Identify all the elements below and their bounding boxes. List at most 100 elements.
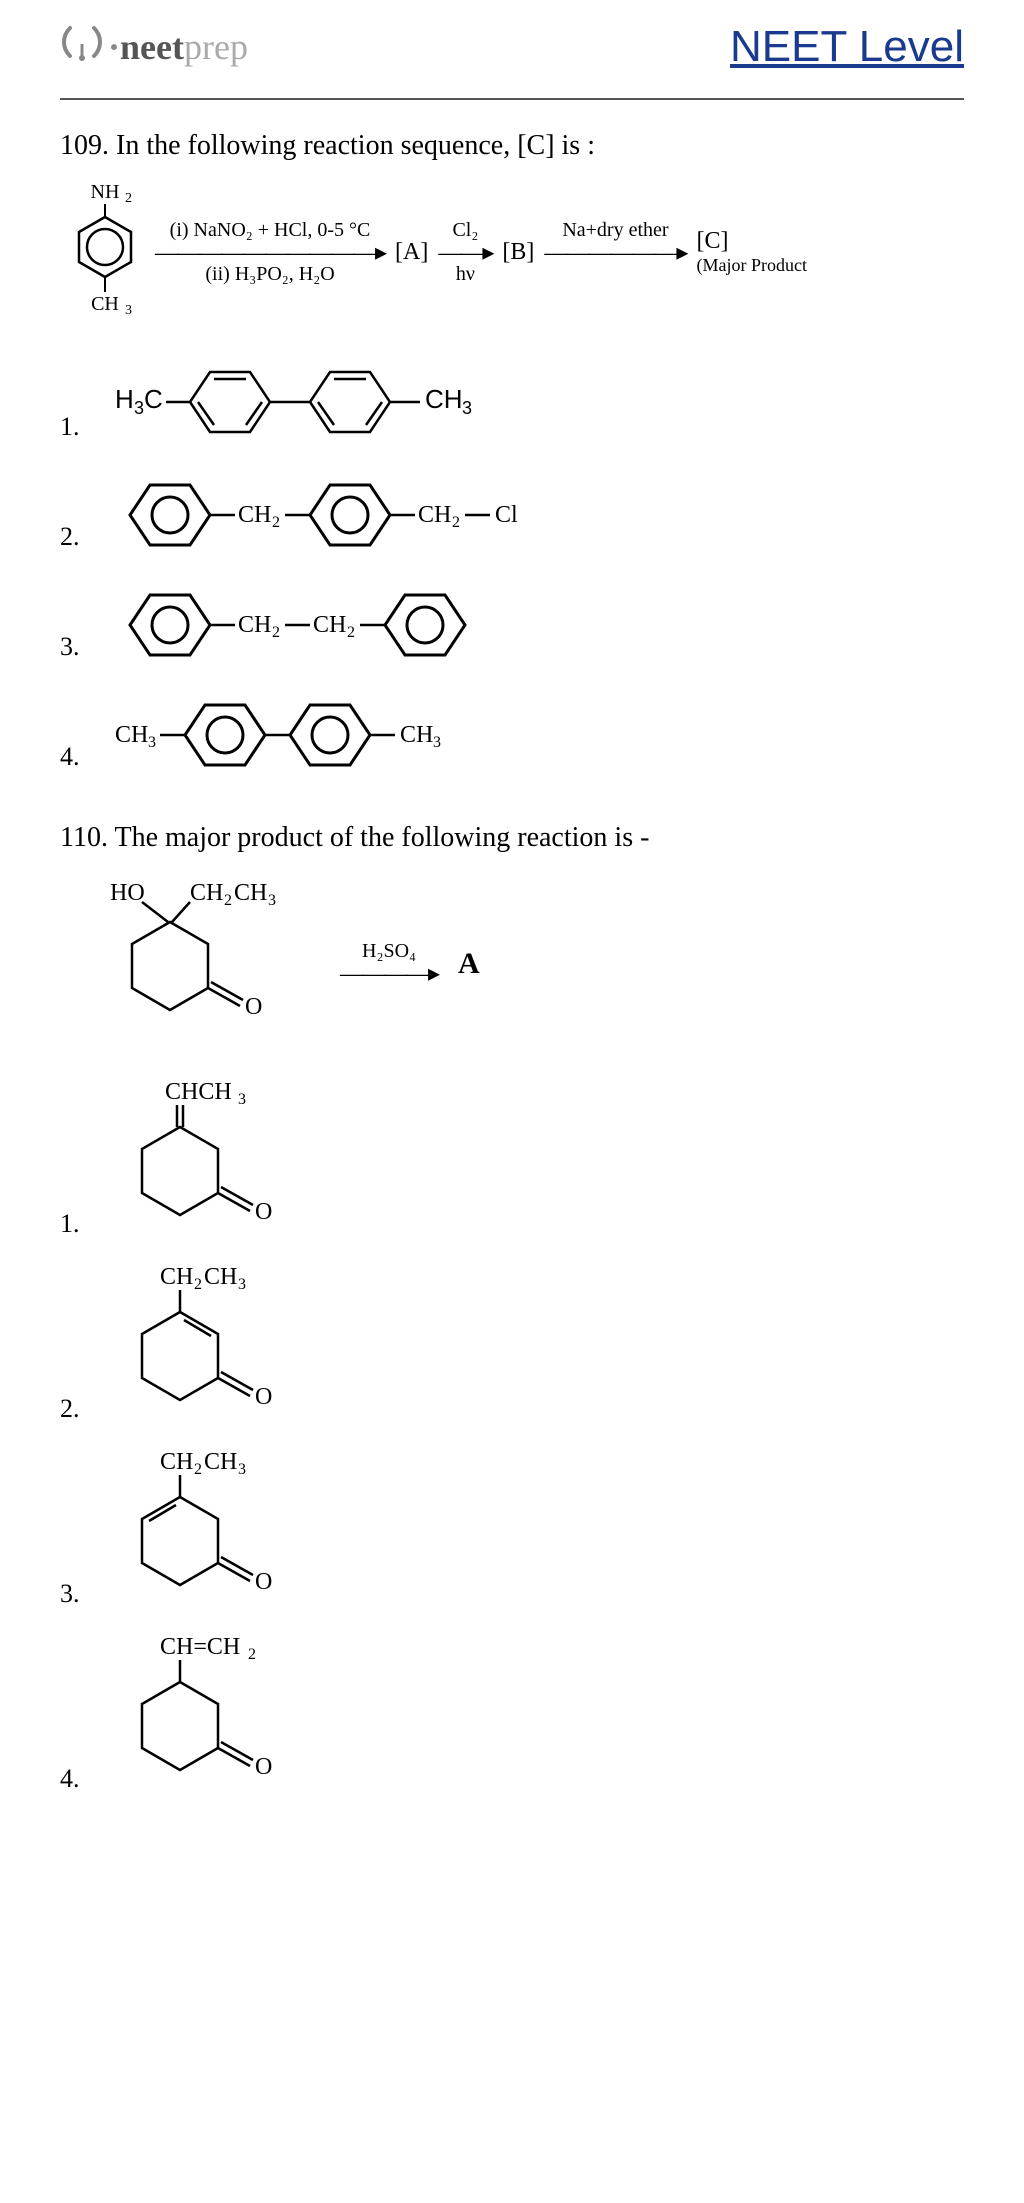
logo-text-prep: prep — [184, 26, 248, 68]
svg-text:CH: CH — [425, 384, 463, 414]
svg-text:3: 3 — [134, 398, 144, 418]
svg-text:NH: NH — [91, 182, 120, 203]
svg-text:3: 3 — [148, 734, 156, 751]
q109-opt3-num: 3. — [60, 632, 110, 672]
q110-option4: 4. CH=CH 2 O — [60, 1634, 964, 1804]
svg-text:CH: CH — [204, 1264, 237, 1290]
q110-option2: 2. CH 2 CH 3 O — [60, 1264, 964, 1434]
svg-text:CH: CH — [400, 722, 433, 748]
q109-labelC-sub: (Major Product — [696, 255, 806, 276]
svg-text:CH: CH — [115, 722, 148, 748]
page-title: NEET Level — [730, 22, 964, 72]
q110-opt1-structure: CHCH 3 O — [110, 1079, 310, 1249]
q109-opt4-num: 4. — [60, 742, 110, 782]
svg-text:O: O — [245, 994, 262, 1020]
svg-text:2: 2 — [272, 624, 280, 641]
q109-options: 1. H 3 C — [60, 352, 964, 782]
q110-option3: 3. CH 2 CH 3 O — [60, 1449, 964, 1619]
svg-text:2: 2 — [272, 514, 280, 531]
svg-text:3: 3 — [125, 303, 132, 318]
q109-number: 109. — [60, 130, 109, 161]
svg-text:2: 2 — [248, 1646, 256, 1663]
q110-opt2-structure: CH 2 CH 3 O — [110, 1264, 310, 1434]
q109-opt2-structure: CH 2 CH 2 Cl — [110, 467, 660, 562]
q109-opt1-num: 1. — [60, 412, 110, 452]
q109-labelC: [C] — [696, 228, 728, 255]
q109-opt1-structure: H 3 C CH 3 — [110, 352, 610, 452]
svg-text:CH=CH: CH=CH — [160, 1634, 240, 1660]
svg-text:2: 2 — [194, 1461, 202, 1478]
q110-number: 110. — [60, 822, 108, 853]
svg-text:O: O — [255, 1754, 272, 1780]
svg-text:CH: CH — [238, 502, 271, 528]
q109-option1: 1. H 3 C — [60, 352, 964, 452]
q109-reaction: NH 2 CH 3 (i) NaNO₂ + HCl, 0-5 °C ——————… — [60, 182, 964, 322]
q109-starting-material: NH 2 CH 3 — [65, 182, 145, 322]
arrow-line: ————▸ — [340, 959, 438, 988]
svg-text:CH: CH — [238, 612, 271, 638]
q110-opt1-num: 1. — [60, 1209, 110, 1249]
logo-icon — [60, 20, 104, 73]
svg-text:H: H — [115, 384, 134, 414]
q110-arrow: H₂SO₄ ————▸ — [340, 940, 438, 988]
q109-opt4-structure: CH 3 CH 3 — [110, 687, 580, 782]
q110-opt4-num: 4. — [60, 1764, 110, 1804]
logo-dot: · — [108, 26, 120, 68]
svg-text:3: 3 — [238, 1276, 246, 1293]
svg-text:CH: CH — [234, 880, 267, 906]
header-divider — [60, 98, 964, 100]
svg-text:CH: CH — [91, 293, 119, 315]
q109-labelA: [A] — [395, 239, 428, 266]
svg-text:CH: CH — [160, 1264, 193, 1290]
svg-text:3: 3 — [268, 892, 276, 909]
q110-opt3-structure: CH 2 CH 3 O — [110, 1449, 310, 1619]
q109-text: In the following reaction sequence, [C] … — [116, 130, 595, 161]
svg-text:CH: CH — [160, 1449, 193, 1475]
q109-step2-bot: hν — [456, 263, 475, 286]
svg-text:3: 3 — [238, 1461, 246, 1478]
arrow-spacer — [613, 263, 618, 286]
svg-text:2: 2 — [125, 191, 132, 206]
q110-opt2-num: 2. — [60, 1394, 110, 1434]
svg-text:3: 3 — [433, 734, 441, 751]
svg-text:C: C — [144, 384, 163, 414]
q110-reaction: HO CH 2 CH 3 O H₂SO₄ ————▸ A — [90, 874, 964, 1054]
page-header: · neetprep NEET Level — [0, 0, 1024, 88]
q109-arrow1: (i) NaNO₂ + HCl, 0-5 °C ——————————▸ (ii)… — [155, 219, 385, 286]
q109-option4: 4. CH 3 CH 3 — [60, 687, 964, 782]
svg-text:CH: CH — [204, 1449, 237, 1475]
svg-text:3: 3 — [462, 398, 472, 418]
q109-arrow3: Na+dry ether ——————▸ — [544, 219, 686, 286]
q109-option2: 2. CH 2 CH 2 Cl — [60, 467, 964, 562]
q109-opt3-structure: CH 2 CH 2 — [110, 577, 630, 672]
q110-text: The major product of the following react… — [114, 822, 649, 853]
content-area: 109. In the following reaction sequence,… — [0, 130, 1024, 1804]
q109-labelC-block: [C] (Major Product — [696, 228, 806, 276]
q110-opt4-structure: CH=CH 2 O — [110, 1634, 310, 1804]
svg-text:CH: CH — [190, 880, 223, 906]
q110-product-label: A — [458, 947, 480, 981]
svg-text:O: O — [255, 1384, 272, 1410]
svg-text:3: 3 — [238, 1091, 246, 1108]
q110-option1: 1. CHCH 3 O — [60, 1079, 964, 1249]
q110-opt3-num: 3. — [60, 1579, 110, 1619]
svg-text:HO: HO — [110, 880, 145, 906]
svg-text:2: 2 — [452, 514, 460, 531]
svg-text:O: O — [255, 1199, 272, 1225]
svg-text:2: 2 — [194, 1276, 202, 1293]
q109-option3: 3. CH 2 CH 2 — [60, 577, 964, 672]
svg-text:O: O — [255, 1569, 272, 1595]
q109-step1-bot: (ii) H₃PO₂, H₂O — [205, 263, 334, 286]
q110-options: 1. CHCH 3 O 2. CH 2 — [60, 1079, 964, 1804]
q110-start-structure: HO CH 2 CH 3 O — [90, 874, 310, 1054]
svg-text:CH: CH — [313, 612, 346, 638]
svg-text:CHCH: CHCH — [165, 1079, 232, 1105]
svg-text:Cl: Cl — [495, 502, 518, 528]
svg-text:2: 2 — [224, 892, 232, 909]
q109-prompt: 109. In the following reaction sequence,… — [60, 130, 964, 162]
q109-opt2-num: 2. — [60, 522, 110, 562]
svg-text:2: 2 — [347, 624, 355, 641]
question-109: 109. In the following reaction sequence,… — [60, 130, 964, 782]
q109-arrow2: Cl₂ ——▸ hν — [438, 219, 492, 286]
q110-prompt: 110. The major product of the following … — [60, 822, 964, 854]
